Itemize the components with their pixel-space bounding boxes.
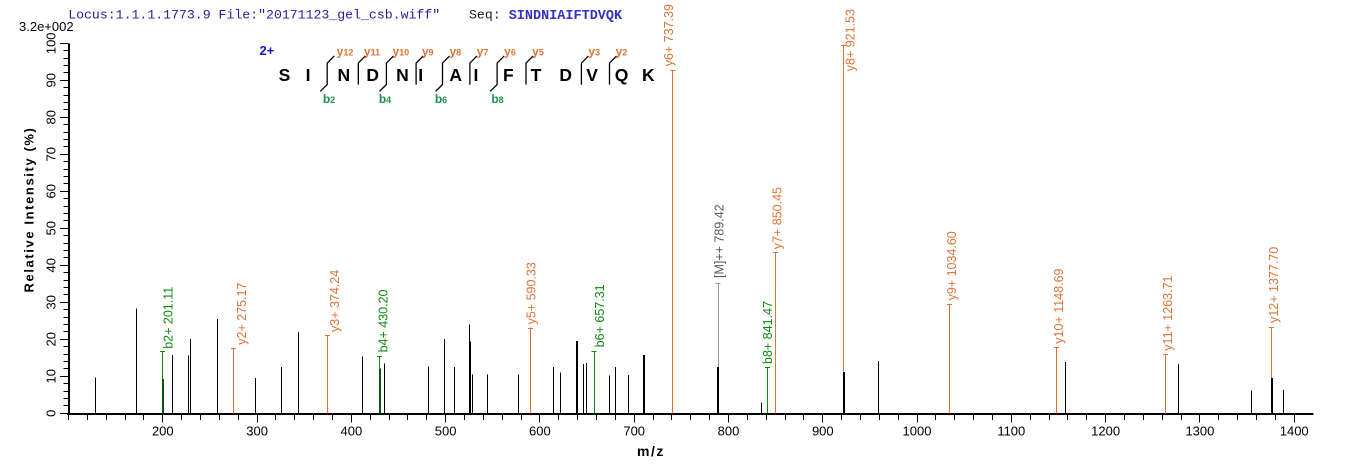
svg-text:b4: b4 <box>379 92 391 106</box>
svg-text:0: 0 <box>43 410 58 417</box>
svg-text:30: 30 <box>43 295 58 309</box>
svg-text:600: 600 <box>529 424 551 439</box>
svg-text:y9: y9 <box>422 45 434 59</box>
svg-text:y7+ 850.45: y7+ 850.45 <box>770 187 784 249</box>
svg-text:400: 400 <box>341 424 363 439</box>
svg-text:700: 700 <box>623 424 645 439</box>
svg-text:y2+ 275.17: y2+ 275.17 <box>235 282 249 344</box>
svg-text:1200: 1200 <box>1091 424 1120 439</box>
svg-text:N: N <box>396 65 409 85</box>
svg-text:1000: 1000 <box>903 424 932 439</box>
svg-text:90: 90 <box>43 73 58 87</box>
svg-text:b2+ 201.11: b2+ 201.11 <box>162 287 176 349</box>
svg-text:b4+ 430.20: b4+ 430.20 <box>376 289 390 352</box>
svg-text:40: 40 <box>43 258 58 272</box>
svg-text:300: 300 <box>246 424 268 439</box>
svg-text:y6: y6 <box>504 45 516 59</box>
svg-text:b2: b2 <box>323 92 335 106</box>
svg-text:y12: y12 <box>337 45 354 59</box>
svg-text:y10: y10 <box>392 45 409 59</box>
svg-text:b6: b6 <box>435 92 447 106</box>
svg-text:500: 500 <box>435 424 457 439</box>
svg-text:y11+ 1263.71: y11+ 1263.71 <box>1161 275 1175 350</box>
svg-text:800: 800 <box>718 424 740 439</box>
svg-text:b6+ 657.31: b6+ 657.31 <box>593 284 607 347</box>
svg-text:70: 70 <box>43 147 58 161</box>
svg-text:D: D <box>366 65 379 85</box>
svg-text:y3+ 374.24: y3+ 374.24 <box>328 270 342 332</box>
svg-text:I: I <box>306 65 311 85</box>
svg-text:10: 10 <box>43 369 58 383</box>
svg-text:S: S <box>279 65 291 85</box>
svg-text:[M]++ 789.42: [M]++ 789.42 <box>712 204 726 278</box>
svg-text:I: I <box>418 65 423 85</box>
svg-text:y7: y7 <box>477 45 489 59</box>
svg-text:60: 60 <box>43 184 58 198</box>
svg-text:V: V <box>586 65 598 85</box>
svg-text:1100: 1100 <box>997 424 1025 439</box>
svg-text:y10+ 1148.69: y10+ 1148.69 <box>1052 268 1066 343</box>
svg-text:y2: y2 <box>616 45 628 59</box>
svg-text:200: 200 <box>152 424 174 439</box>
svg-text:2+: 2+ <box>260 43 275 58</box>
svg-text:y6+ 737.39: y6+ 737.39 <box>662 4 676 66</box>
svg-text:y11: y11 <box>364 45 380 59</box>
svg-text:y12+ 1377.70: y12+ 1377.70 <box>1267 247 1281 323</box>
svg-text:y8: y8 <box>449 45 461 59</box>
svg-text:b8+ 841.47: b8+ 841.47 <box>761 301 775 364</box>
svg-text:T: T <box>531 65 542 85</box>
svg-text:D: D <box>559 65 572 85</box>
svg-text:F: F <box>503 65 514 85</box>
svg-text:y9+ 1034.60: y9+ 1034.60 <box>945 231 959 300</box>
svg-text:y5: y5 <box>532 45 544 59</box>
svg-text:N: N <box>337 65 350 85</box>
svg-text:1300: 1300 <box>1185 424 1214 439</box>
svg-text:3.2e+002: 3.2e+002 <box>19 19 74 34</box>
svg-text:20: 20 <box>43 332 58 346</box>
svg-text:y5+ 590.33: y5+ 590.33 <box>524 262 538 324</box>
svg-text:80: 80 <box>43 110 58 124</box>
svg-text:m/z: m/z <box>637 443 665 459</box>
svg-text:Relative Intensity (%): Relative Intensity (%) <box>22 127 37 293</box>
svg-text:1400: 1400 <box>1280 424 1309 439</box>
svg-text:y8+ 921.53: y8+ 921.53 <box>843 9 857 71</box>
svg-text:Q: Q <box>615 65 629 85</box>
svg-text:50: 50 <box>43 221 58 235</box>
svg-text:Seq:: Seq: <box>469 8 501 23</box>
svg-text:SINDNIAIFTDVQK: SINDNIAIFTDVQK <box>509 9 623 24</box>
svg-text:100: 100 <box>43 32 58 54</box>
svg-text:K: K <box>642 65 655 85</box>
svg-text:b8: b8 <box>491 92 503 106</box>
svg-text:Locus:1.1.1.1773.9 File:"20171: Locus:1.1.1.1773.9 File:"20171123_gel_cs… <box>68 8 440 23</box>
svg-text:y3: y3 <box>588 45 600 59</box>
svg-text:I: I <box>473 65 478 85</box>
svg-text:900: 900 <box>812 424 834 439</box>
svg-text:A: A <box>449 65 462 85</box>
